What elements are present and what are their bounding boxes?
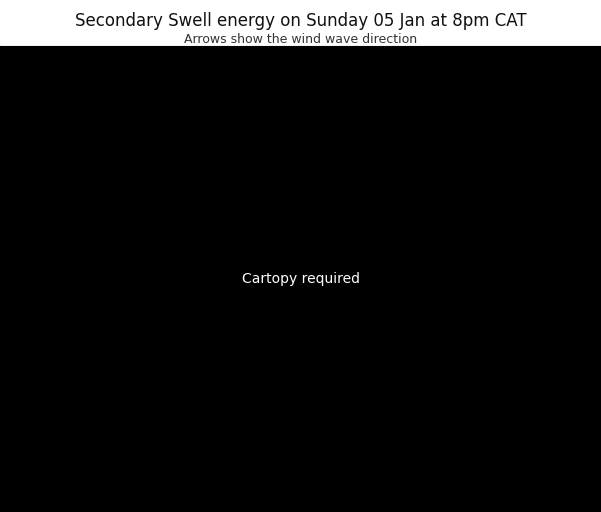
Text: Cartopy required: Cartopy required (242, 272, 359, 286)
Text: Arrows show the wind wave direction: Arrows show the wind wave direction (184, 33, 417, 46)
Text: Secondary Swell energy on Sunday 05 Jan at 8pm CAT: Secondary Swell energy on Sunday 05 Jan … (75, 11, 526, 30)
